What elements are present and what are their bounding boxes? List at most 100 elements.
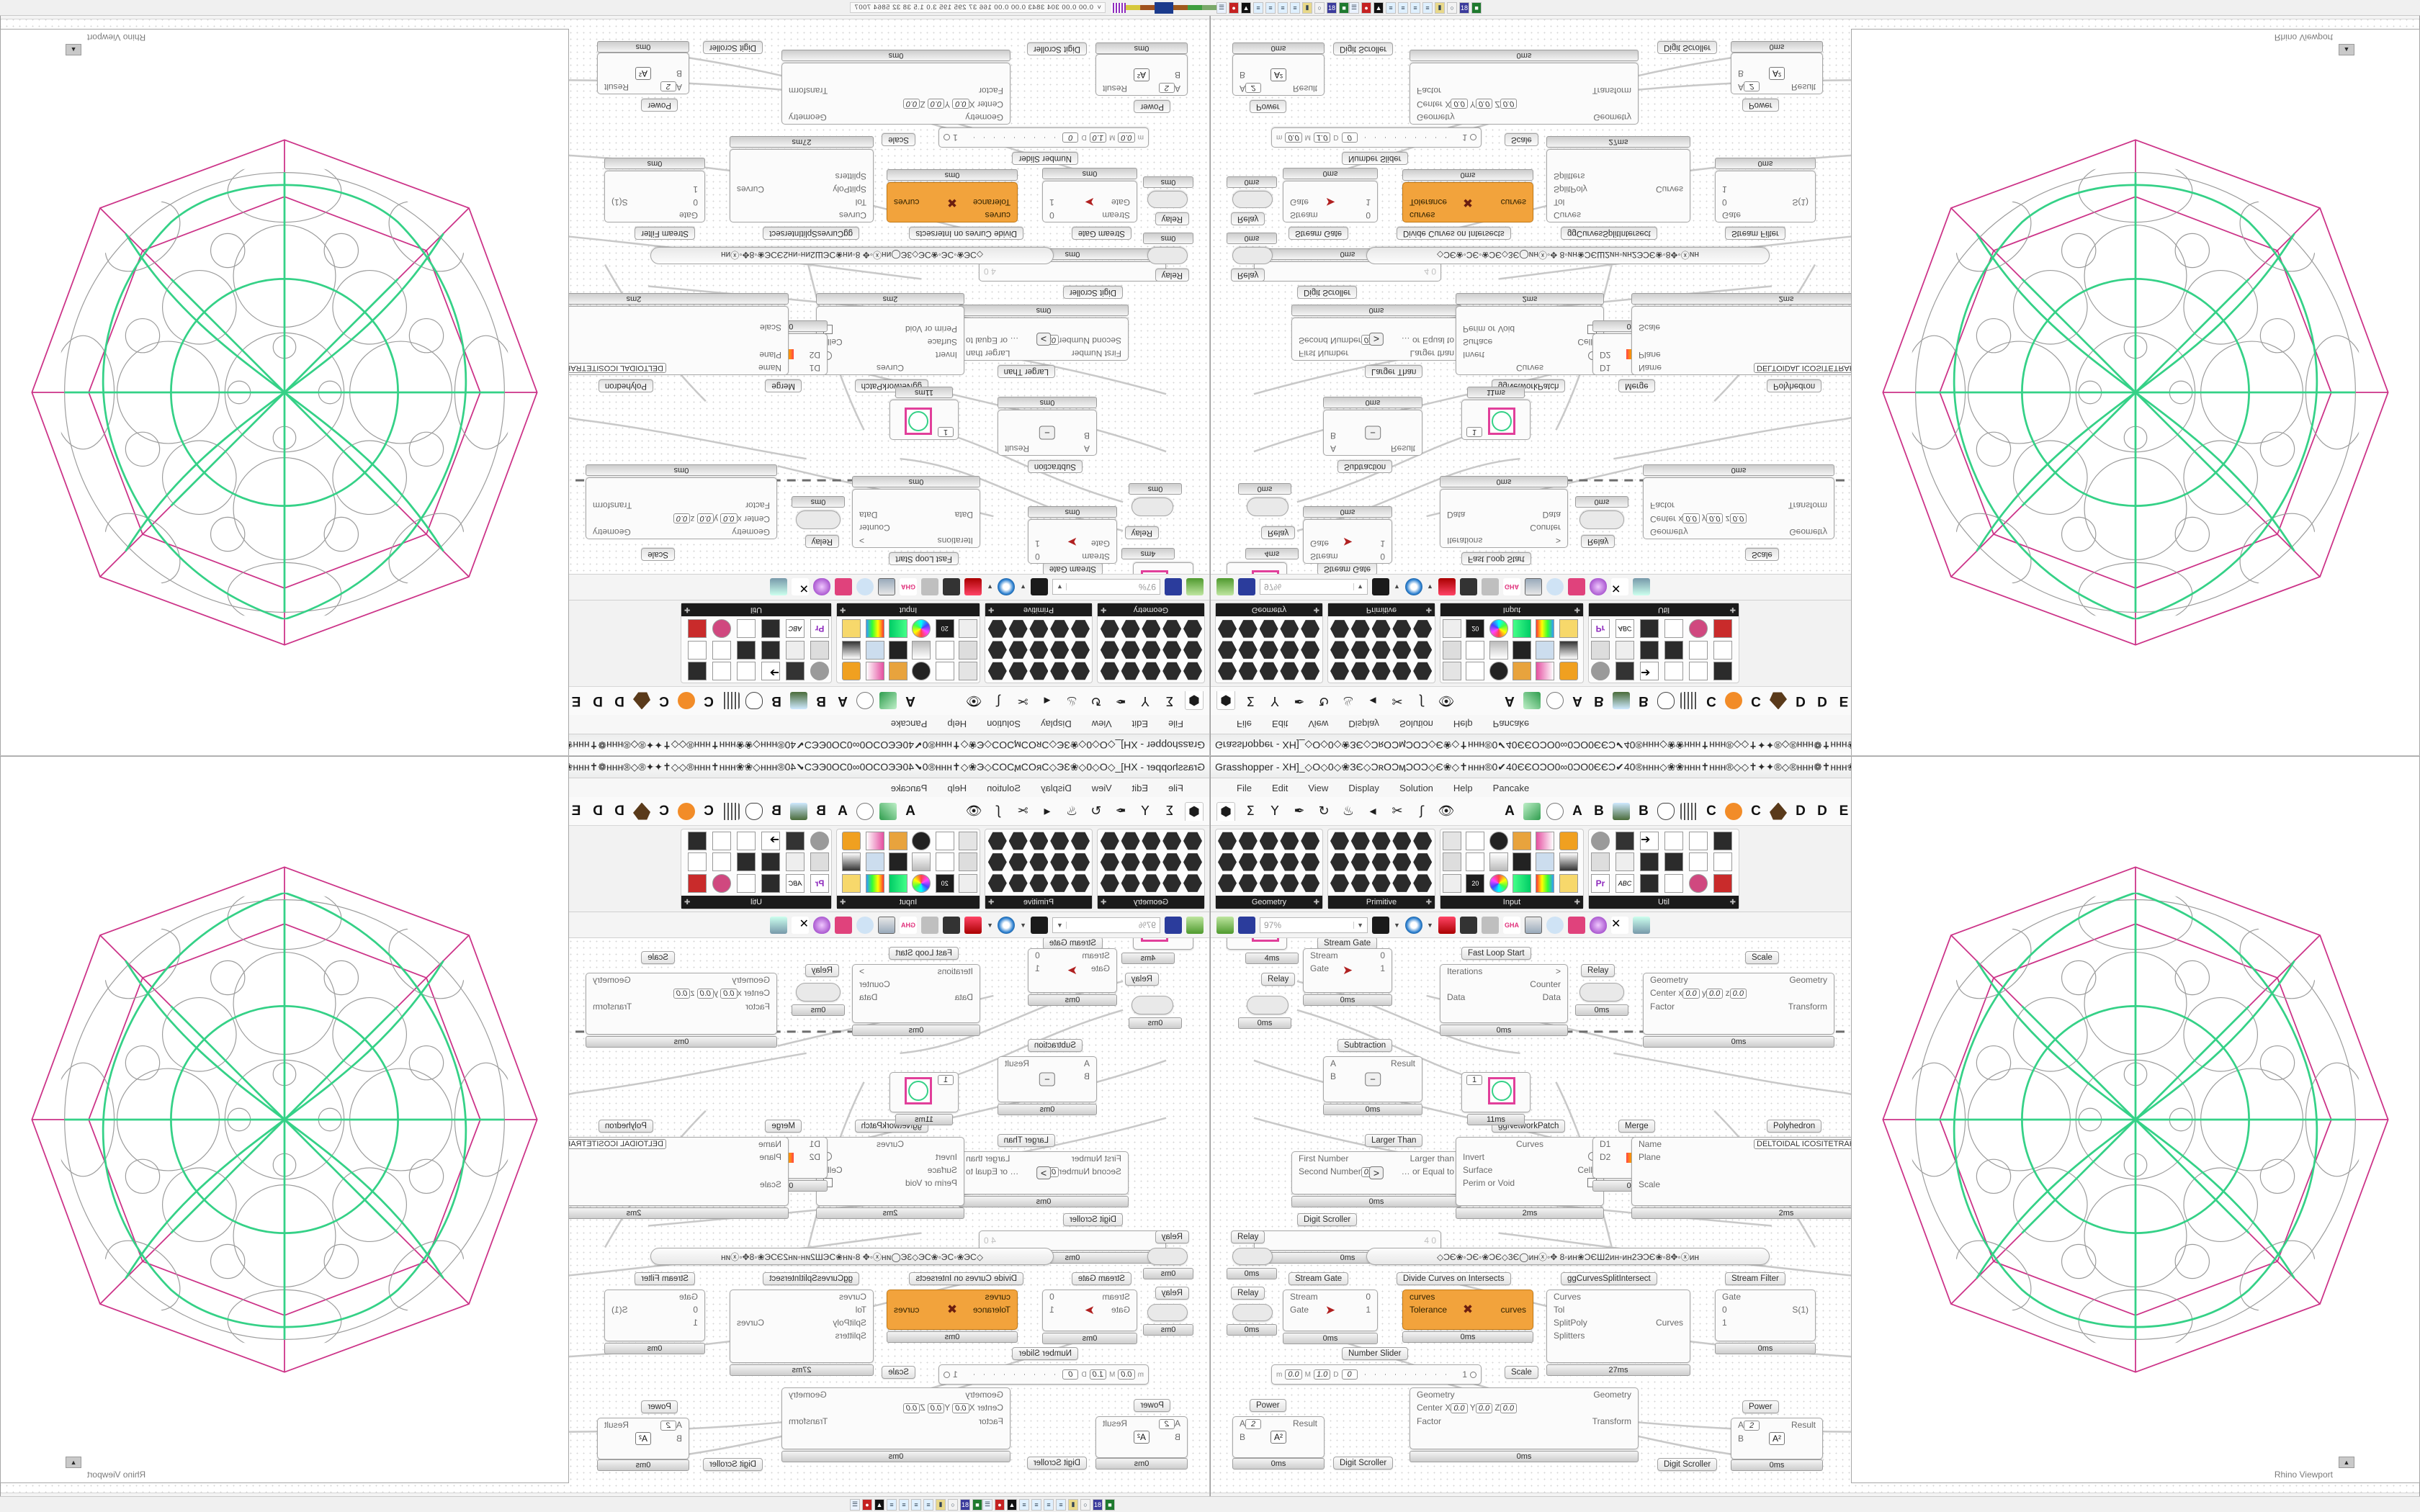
geometry-icon-6[interactable] <box>1142 832 1160 850</box>
component-digit-scroller-1[interactable]: 4 0 <box>1254 261 1441 282</box>
tab-letter-c[interactable]: C <box>1706 803 1716 819</box>
menu-edit[interactable]: Edit <box>1131 719 1149 730</box>
component-stream-gate-2[interactable]: Stream 0 Gate 1 ➤ <box>1042 1290 1137 1331</box>
component-param-circle-2[interactable]: 1 <box>889 1072 959 1112</box>
input-icon-grid[interactable]: 20 <box>837 616 980 683</box>
tab-letter-e[interactable]: E <box>1839 693 1849 709</box>
util-icon-palette[interactable] <box>1615 852 1634 872</box>
menu-pancake[interactable]: Pancake <box>1492 719 1530 730</box>
notepad-icon[interactable]: ≡ <box>1253 1 1264 14</box>
component-label-relay-1[interactable]: Relay <box>1261 973 1296 986</box>
menu-solution[interactable]: Solution <box>1399 719 1433 730</box>
component-subtraction[interactable]: A Result B − <box>1323 410 1422 456</box>
tab-bird-icon[interactable] <box>1770 693 1787 710</box>
slider-handle[interactable] <box>1470 134 1476 141</box>
geometry-icon-14[interactable] <box>1101 619 1119 638</box>
tab-cone-icon[interactable]: ◂ <box>1044 804 1051 819</box>
util-pin-icon[interactable]: ✚ <box>1729 606 1736 614</box>
slider-track[interactable] <box>1364 137 1456 138</box>
component-ggcurvessplitintersect[interactable]: Curves Tol SplitPoly Curves Splitters <box>730 149 874 222</box>
input-icon-rainbow[interactable] <box>1536 619 1555 639</box>
component-label-power-2[interactable]: Power <box>641 99 678 112</box>
cluster-icon[interactable] <box>1633 916 1650 934</box>
tab-letter-b[interactable]: B <box>1594 803 1604 819</box>
util-icon-pencil[interactable] <box>712 662 731 680</box>
util-icon-gender[interactable] <box>1689 640 1708 660</box>
tab-orange-blob-icon[interactable] <box>1725 692 1742 710</box>
primitive-icon-5[interactable] <box>1050 874 1069 893</box>
geometry-icon-7[interactable] <box>1142 641 1160 660</box>
tab-pen-icon[interactable]: ✒ <box>1115 804 1126 819</box>
component-stream-gate-2[interactable]: Stream 0 Gate 1 ➤ <box>1283 181 1378 222</box>
balloon-icon[interactable] <box>813 578 830 596</box>
search-icon[interactable] <box>1546 916 1564 934</box>
component-ggnetworkpatch[interactable]: Curves Invert Surface Cells Perim or Void <box>1456 1137 1604 1206</box>
component-stream-filter[interactable]: Gate 0 S(1) 1 <box>1715 1290 1816 1341</box>
geometry-icon-4[interactable] <box>1238 853 1258 871</box>
tab-orange-blob-icon[interactable] <box>1725 802 1742 820</box>
input-icon-id-tag[interactable] <box>842 832 861 850</box>
geometry-pin-icon[interactable]: ✚ <box>1313 606 1319 614</box>
input-icon-pinkgrad[interactable] <box>1536 662 1555 680</box>
input-pin-icon[interactable]: ✚ <box>1574 898 1580 906</box>
chevron-down-icon-2[interactable]: ▼ <box>1020 583 1026 591</box>
component-subtraction[interactable]: A Result B − <box>998 410 1097 456</box>
geometry-icon-12[interactable] <box>1101 832 1119 850</box>
component-relay-pill-2[interactable] <box>1579 510 1624 529</box>
geometry-icon-3[interactable] <box>1239 662 1258 680</box>
green-app-icon[interactable]: ■ <box>1471 1 1482 14</box>
util-icon-cross[interactable] <box>1640 619 1659 639</box>
geometry-icon-13[interactable] <box>1301 641 1319 660</box>
util-icon-zoomout[interactable] <box>1664 873 1683 893</box>
util-icon-pinkball[interactable] <box>1689 619 1708 639</box>
center2-y[interactable]: 0.0 <box>1475 99 1493 109</box>
util-icon-arrow[interactable]: ➔ <box>761 832 780 850</box>
geometry-icon-8[interactable] <box>1260 619 1278 638</box>
component-relay-pill-3[interactable] <box>1232 247 1273 264</box>
geometry-icon-8[interactable] <box>1142 619 1160 638</box>
component-fast-loop-start[interactable]: Iterations > Counter Data Data <box>1440 489 1568 548</box>
input-icon-move[interactable] <box>1536 640 1555 660</box>
util-icon-sphere[interactable] <box>1591 662 1610 680</box>
tab-hex-solid-icon[interactable]: ⬢ <box>1216 801 1235 821</box>
geometry-icon-14[interactable] <box>1101 874 1119 893</box>
geometry-icon-8[interactable] <box>1259 874 1278 892</box>
util-icon-arrow[interactable]: ➔ <box>761 662 780 680</box>
geometry-icon-14[interactable] <box>1301 619 1319 638</box>
preview-eye-icon[interactable] <box>998 916 1015 934</box>
util-icon-funnel[interactable] <box>1664 662 1683 680</box>
tab-letter-c2[interactable]: C <box>1751 803 1761 819</box>
fit-view-icon[interactable] <box>1372 578 1389 596</box>
input-icon-half[interactable] <box>1559 852 1578 872</box>
tray-icon-group[interactable]: ☰ ● ▲ ≡ ≡ ≡ ≡ ▮ ○ 18 ■ <box>982 1498 1115 1511</box>
geometry-pin-icon[interactable]: ✚ <box>1101 898 1107 906</box>
tab-mountain-icon[interactable] <box>790 802 807 820</box>
primitive-icon-14[interactable] <box>1413 874 1433 892</box>
red-shield-icon[interactable]: ● <box>1229 1 1240 14</box>
component-power-2[interactable]: A2 Result B A² <box>597 53 689 94</box>
ribbon-label-geometry[interactable]: Geometry ✚ <box>1216 896 1322 909</box>
toolbox-icon[interactable] <box>835 578 852 596</box>
component-fast-loop-start[interactable]: Iterations > Counter Data Data <box>852 964 980 1023</box>
balloon-icon[interactable] <box>813 916 830 934</box>
rhino-viewport[interactable]: Rhino Viewport ▲ <box>1851 756 2420 1483</box>
geometry-icon-1[interactable] <box>1218 641 1237 660</box>
component-divide-curves-on-intersects[interactable]: curves Tolerance curves ✖ <box>887 182 1018 222</box>
component-relay-pill-3[interactable] <box>1147 247 1188 264</box>
tab-droplet-icon[interactable]: ♨ <box>1342 804 1355 819</box>
input-icon-colorwheel[interactable] <box>1489 619 1508 639</box>
tray-icon-group[interactable]: ☰ ● ▲ ≡ ≡ ≡ ≡ ▮ ○ 18 ■ <box>1349 1 1482 14</box>
component-label-relay-2[interactable]: Relay <box>805 964 839 977</box>
center2-y[interactable]: 0.0 <box>927 1403 945 1413</box>
bake-icon[interactable] <box>964 578 982 596</box>
geometry-icon-7[interactable] <box>1142 852 1160 871</box>
slider-track[interactable] <box>1364 1374 1456 1375</box>
input-icon-gradient[interactable] <box>889 873 908 893</box>
zoom-level-combo[interactable]: 97% ▼ <box>1052 579 1160 595</box>
mirror-icon[interactable] <box>1460 578 1477 596</box>
menu-edit[interactable]: Edit <box>1131 782 1149 793</box>
